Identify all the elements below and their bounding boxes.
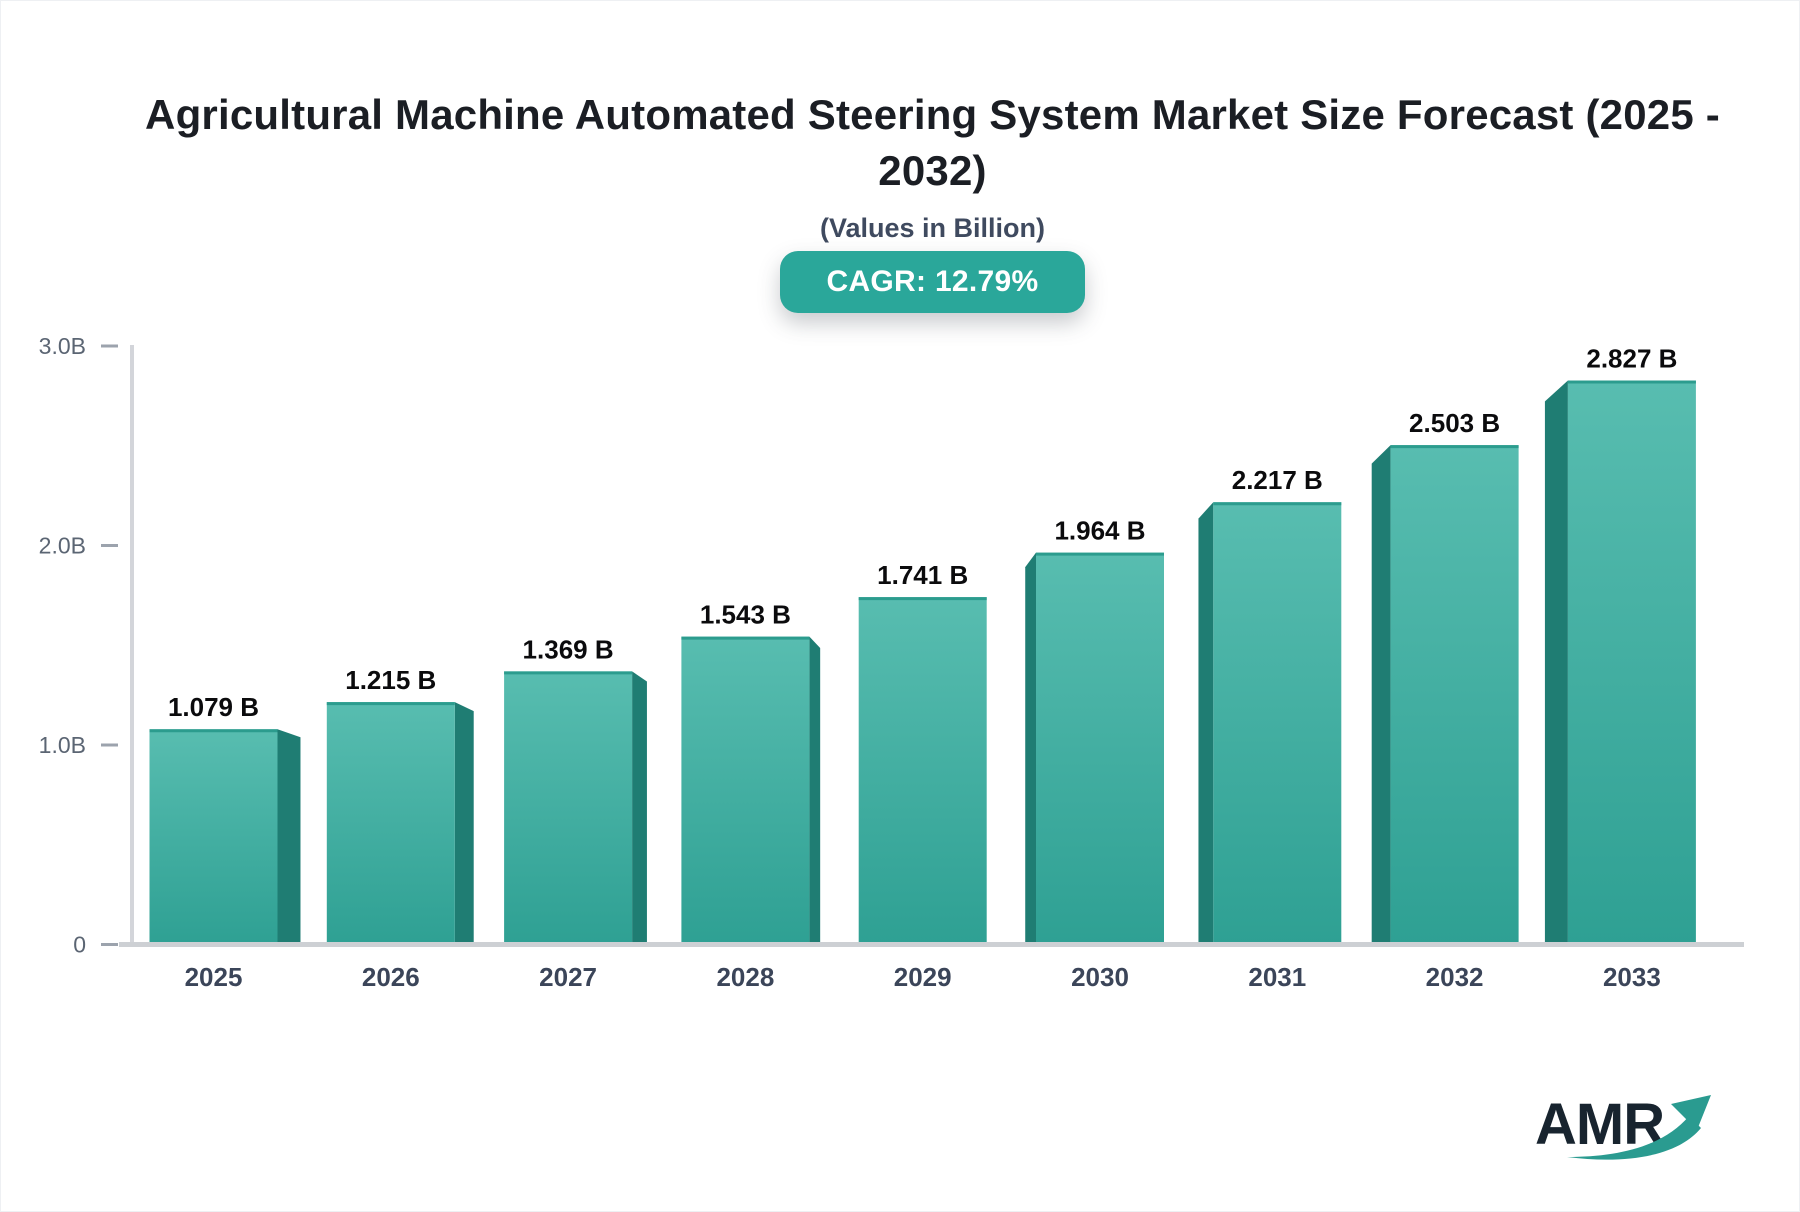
chart-header: Agricultural Machine Automated Steering … xyxy=(121,87,1744,313)
bar-group-2026: 1.215 B 2026 xyxy=(326,665,474,992)
bar-2030[interactable] xyxy=(1036,552,1164,947)
bar-value-label: 1.369 B xyxy=(523,634,614,664)
x-axis-label: 2027 xyxy=(539,962,597,992)
bar-value-label: 1.964 B xyxy=(1054,516,1145,546)
bar-2027[interactable] xyxy=(504,671,633,947)
bar-group-2028: 1.543 B 2028 xyxy=(681,600,821,992)
bar-group-2031: 2.217 B 2031 xyxy=(1198,465,1342,992)
bar-side-face xyxy=(277,729,301,947)
x-axis-label: 2031 xyxy=(1248,962,1306,992)
bar-value-label: 1.079 B xyxy=(168,692,259,722)
bar-group-2032: 2.503 B 2032 xyxy=(1371,408,1519,992)
y-axis-label: 1.0B xyxy=(39,732,86,758)
x-axis-label: 2033 xyxy=(1603,962,1661,992)
bar-value-label: 2.827 B xyxy=(1586,344,1677,374)
amr-logo: AMR xyxy=(1529,1083,1769,1175)
bar-value-label: 1.543 B xyxy=(700,600,791,630)
bar-side-face xyxy=(632,671,647,947)
cagr-badge: CAGR: 12.79% xyxy=(780,251,1085,313)
bar-group-2029: 1.741 B 2029 xyxy=(858,560,987,992)
bar-side-face xyxy=(809,636,821,947)
y-axis-label: 3.0B xyxy=(39,333,86,359)
bar-2028[interactable] xyxy=(681,636,810,947)
chart-title-line-2: 2032) xyxy=(878,147,987,194)
x-axis-label: 2028 xyxy=(716,962,774,992)
bar-group-2025: 1.079 B 2025 xyxy=(149,692,301,992)
bar-2033[interactable] xyxy=(1567,380,1696,947)
bar-group-2033: 2.827 B 2033 xyxy=(1544,344,1696,992)
bar-group-2027: 1.369 B 2027 xyxy=(504,634,647,992)
bar-value-label: 2.217 B xyxy=(1232,465,1323,495)
bar-2025[interactable] xyxy=(149,729,278,947)
bar-side-face xyxy=(454,702,474,947)
bar-side-face xyxy=(1544,380,1568,947)
bar-value-label: 1.741 B xyxy=(877,560,968,590)
x-axis-label: 2026 xyxy=(362,962,420,992)
bar-group-2030: 1.964 B 2030 xyxy=(1025,516,1164,992)
growth-arrow-icon xyxy=(1567,1095,1711,1160)
x-axis-label: 2032 xyxy=(1426,962,1484,992)
bar-2026[interactable] xyxy=(326,702,455,947)
chart-title-line-1: Agricultural Machine Automated Steering … xyxy=(145,91,1720,138)
chart-subtitle: (Values in Billion) xyxy=(819,213,1046,243)
bar-side-face xyxy=(1025,552,1036,947)
x-axis-label: 2029 xyxy=(894,962,952,992)
bar-2029[interactable] xyxy=(858,597,987,947)
bar-2032[interactable] xyxy=(1390,445,1519,947)
bar-side-face xyxy=(1198,502,1214,947)
bar-2031[interactable] xyxy=(1213,502,1342,947)
y-axis-label: 0 xyxy=(73,932,86,958)
bar-value-label: 2.503 B xyxy=(1409,408,1500,438)
bar-side-face xyxy=(1371,445,1391,947)
bar-value-label: 1.215 B xyxy=(345,665,436,695)
x-axis-label: 2030 xyxy=(1071,962,1129,992)
x-axis-label: 2025 xyxy=(185,962,243,992)
y-axis-label: 2.0B xyxy=(39,533,86,559)
